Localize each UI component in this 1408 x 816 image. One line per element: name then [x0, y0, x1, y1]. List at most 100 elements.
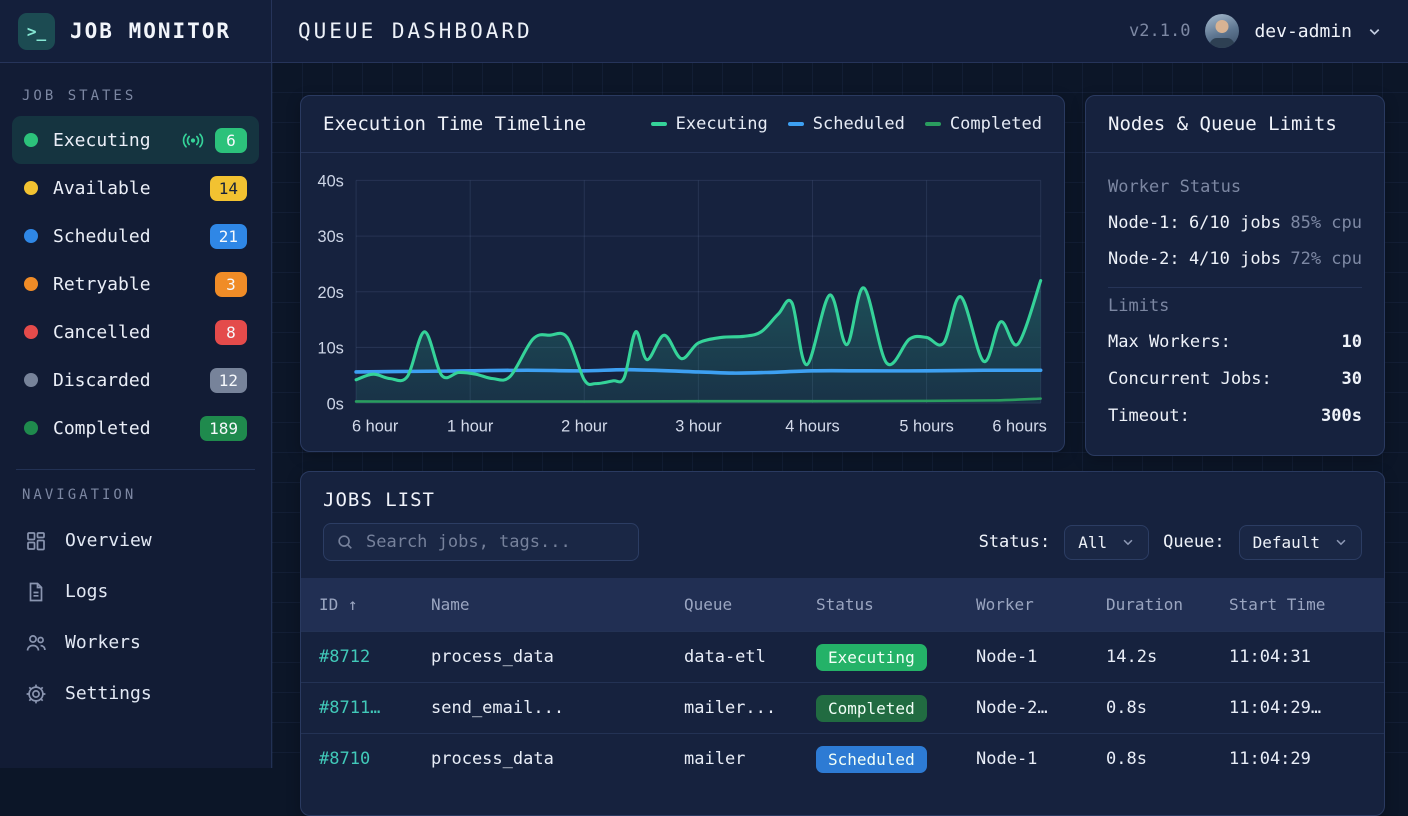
nodes-limits-card: Nodes & Queue Limits Worker Status Node-… [1085, 95, 1385, 456]
limits-heading: Limits [1108, 296, 1170, 316]
worker-jobs: 6/10 jobs [1188, 213, 1282, 233]
worker-jobs: 4/10 jobs [1188, 249, 1282, 269]
sidebar-state-executing[interactable]: Executing 6 [12, 116, 259, 164]
sidebar-item-workers[interactable]: Workers [12, 617, 259, 668]
queue-filter-value: Default [1252, 532, 1320, 552]
gear-icon [24, 682, 48, 706]
column-header[interactable]: Name [431, 595, 470, 614]
column-header[interactable]: Worker [976, 595, 1034, 614]
sidebar-state-completed[interactable]: Completed 189 [12, 404, 259, 452]
worker-status-heading: Worker Status [1108, 177, 1242, 197]
state-dot [24, 133, 38, 147]
column-header[interactable]: Start Time [1229, 595, 1326, 614]
status-cell: Executing [816, 643, 976, 671]
search-box[interactable] [323, 523, 639, 561]
column-header[interactable]: ID ↑ [319, 595, 358, 614]
chevron-down-icon [1121, 535, 1135, 549]
legend-item-completed: Completed [924, 114, 1042, 134]
limit-label: Concurrent Jobs: [1108, 369, 1272, 389]
worker-status-row: Node-2: 4/10 jobs 72% cpu [1108, 249, 1362, 269]
navigation-list: Overview Logs Workers Settings [12, 515, 259, 719]
state-label: Completed [53, 417, 151, 439]
chart-title: Execution Time Timeline [323, 113, 587, 135]
status-badge: Executing [816, 643, 927, 671]
live-signal-icon [181, 132, 205, 148]
job-duration: 14.2s [1106, 647, 1158, 667]
sidebar-state-discarded[interactable]: Discarded 12 [12, 356, 259, 404]
svg-text:3 hour: 3 hour [675, 418, 722, 436]
legend-dash-icon [650, 122, 667, 126]
worker-label: Node-1: [1108, 213, 1180, 233]
svg-text:5 hours: 5 hours [899, 418, 953, 436]
grid-icon [24, 529, 48, 553]
sidebar-item-logs[interactable]: Logs [12, 566, 259, 617]
state-right: 21 [209, 223, 247, 249]
sidebar-state-available[interactable]: Available 14 [12, 164, 259, 212]
state-count-badge: 8 [215, 319, 247, 345]
nodes-card-body: Worker Status Node-1: 6/10 jobs 85% cpu Nod… [1086, 153, 1384, 459]
sidebar-item-settings[interactable]: Settings [12, 668, 259, 719]
svg-text:0s: 0s [327, 395, 344, 413]
legend-dash-icon [924, 122, 941, 126]
table-row[interactable]: #8711… send_email... mailer... Completed Nod… [301, 682, 1384, 733]
nav-label: Workers [65, 632, 141, 653]
table-row[interactable]: #8712 process_data data-etl Executing Node-1… [301, 631, 1384, 682]
svg-text:20s: 20s [317, 284, 343, 302]
jobs-table-header: ID ↑ Name Queue Status Worker Duration Start T… [301, 578, 1384, 631]
state-label: Discarded [53, 369, 151, 391]
svg-text:4 hours: 4 hours [785, 418, 839, 436]
user-menu-chevron-down-icon[interactable] [1367, 24, 1382, 39]
job-states-heading: JOB STATES [22, 88, 137, 104]
svg-text:6 hours: 6 hours [992, 418, 1046, 436]
avatar[interactable] [1205, 14, 1240, 48]
legend-dash-icon [787, 122, 804, 126]
status-filter-select[interactable]: All [1064, 524, 1150, 560]
state-dot [24, 421, 38, 435]
job-id-link[interactable]: #8710 [319, 749, 371, 769]
column-header[interactable]: Duration [1106, 595, 1184, 614]
search-icon [336, 533, 354, 551]
worker-cpu: 85% cpu [1290, 213, 1362, 233]
limit-value: 10 [1341, 332, 1362, 352]
terminal-logo-icon: >_ [18, 12, 55, 50]
job-start-time: 11:04:29… [1229, 698, 1322, 718]
column-header[interactable]: Status [816, 595, 874, 614]
sidebar-state-retryable[interactable]: Retryable 3 [12, 260, 259, 308]
sidebar-item-overview[interactable]: Overview [12, 515, 259, 566]
nodes-card-header: Nodes & Queue Limits [1086, 96, 1384, 153]
queue-filter-select[interactable]: Default [1238, 524, 1362, 560]
sidebar-state-cancelled[interactable]: Cancelled 8 [12, 308, 259, 356]
limit-row: Concurrent Jobs: 30 [1108, 369, 1362, 389]
chart-card-header: Execution Time Timeline Executing Schedul… [301, 96, 1064, 153]
job-worker: Node-1 [976, 749, 1038, 769]
job-id-link[interactable]: #8711… [319, 698, 381, 718]
table-row[interactable]: #8710 process_data mailer Scheduled Node-1 0.… [301, 733, 1384, 784]
state-dot [24, 277, 38, 291]
top-bar: >_ JOB MONITOR QUEUE DASHBOARD v2.1.0 de… [0, 0, 1408, 63]
limit-row: Timeout: 300s [1108, 406, 1362, 426]
column-header[interactable]: Queue [684, 595, 733, 614]
worker-cpu: 72% cpu [1290, 249, 1362, 269]
job-queue: mailer [684, 749, 746, 769]
sidebar-state-scheduled[interactable]: Scheduled 21 [12, 212, 259, 260]
job-duration: 0.8s [1106, 698, 1147, 718]
state-count-badge: 189 [200, 415, 247, 441]
job-id-link[interactable]: #8712 [319, 647, 371, 667]
search-input[interactable] [364, 531, 626, 553]
main-content: Execution Time Timeline Executing Schedul… [272, 62, 1408, 816]
legend-item-scheduled: Scheduled [787, 114, 905, 134]
status-cell: Scheduled [816, 745, 976, 773]
state-count-badge: 6 [215, 127, 247, 153]
job-duration: 0.8s [1106, 749, 1147, 769]
state-right: 8 [215, 319, 247, 345]
people-icon [24, 631, 48, 655]
username: dev-admin [1254, 20, 1352, 42]
svg-text:2 hour: 2 hour [561, 418, 608, 436]
job-name: process_data [431, 647, 554, 667]
page-title: QUEUE DASHBOARD [298, 19, 533, 43]
state-label: Executing [53, 129, 151, 151]
state-dot [24, 325, 38, 339]
state-right: 189 [200, 415, 247, 441]
state-count-badge: 21 [209, 223, 247, 249]
limit-value: 30 [1341, 369, 1362, 389]
